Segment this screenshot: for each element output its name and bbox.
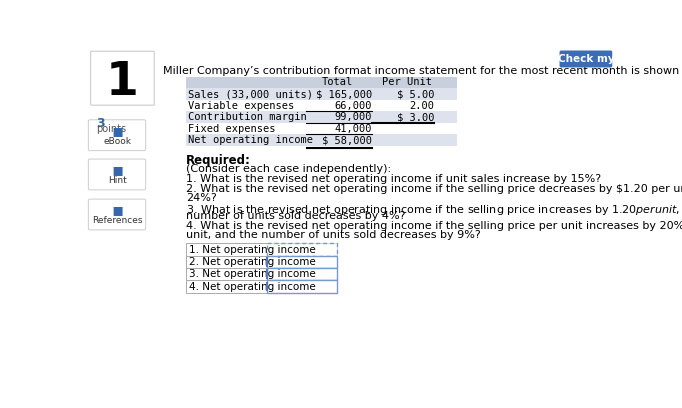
Text: Fixed expenses: Fixed expenses bbox=[188, 124, 275, 134]
FancyBboxPatch shape bbox=[91, 51, 154, 105]
Text: 1. Net operating income: 1. Net operating income bbox=[189, 244, 316, 255]
Text: 1: 1 bbox=[106, 60, 139, 105]
Text: Check my: Check my bbox=[558, 54, 614, 64]
Bar bbox=[267, 256, 337, 268]
FancyBboxPatch shape bbox=[559, 51, 612, 67]
FancyBboxPatch shape bbox=[89, 120, 146, 151]
Text: ▪: ▪ bbox=[111, 122, 123, 140]
Bar bbox=[186, 244, 337, 256]
Bar bbox=[267, 268, 337, 280]
Text: 2. Net operating income: 2. Net operating income bbox=[189, 257, 316, 267]
Text: 99,000: 99,000 bbox=[334, 112, 372, 122]
Text: 41,000: 41,000 bbox=[334, 124, 372, 134]
Text: 1. What is the revised net operating income if unit sales increase by 15%?: 1. What is the revised net operating inc… bbox=[186, 175, 601, 184]
Text: 3. Net operating income: 3. Net operating income bbox=[189, 269, 316, 279]
Bar bbox=[186, 111, 457, 123]
Text: ▪: ▪ bbox=[111, 201, 123, 219]
Text: 66,000: 66,000 bbox=[334, 100, 372, 111]
Text: 3. What is the revised net operating income if the selling price increases by $1: 3. What is the revised net operating inc… bbox=[186, 203, 682, 217]
Text: Net operating income: Net operating income bbox=[188, 135, 312, 145]
Text: 4. Net operating income: 4. Net operating income bbox=[189, 282, 316, 291]
Text: 2. What is the revised net operating income if the selling price decreases by $1: 2. What is the revised net operating inc… bbox=[186, 184, 682, 194]
Bar bbox=[186, 77, 457, 88]
Text: $ 3.00: $ 3.00 bbox=[396, 112, 434, 122]
Text: Contribution margin: Contribution margin bbox=[188, 112, 306, 122]
Text: Sales (33,000 units): Sales (33,000 units) bbox=[188, 89, 312, 99]
Text: points: points bbox=[96, 124, 126, 134]
Bar bbox=[186, 256, 337, 268]
Text: (Consider each case independently):: (Consider each case independently): bbox=[186, 164, 391, 174]
Text: Required:: Required: bbox=[186, 154, 251, 167]
Bar bbox=[267, 244, 337, 256]
FancyBboxPatch shape bbox=[89, 159, 146, 190]
Text: ▪: ▪ bbox=[111, 161, 123, 179]
Bar bbox=[186, 268, 337, 280]
Bar bbox=[186, 88, 457, 100]
Bar bbox=[186, 134, 457, 146]
Text: $ 5.00: $ 5.00 bbox=[396, 89, 434, 99]
Text: 24%?: 24%? bbox=[186, 193, 217, 203]
Bar bbox=[186, 280, 337, 293]
Text: number of units sold decreases by 4%?: number of units sold decreases by 4%? bbox=[186, 211, 406, 222]
Text: $ 58,000: $ 58,000 bbox=[322, 135, 372, 145]
Text: Variable expenses: Variable expenses bbox=[188, 100, 294, 111]
Text: Hint: Hint bbox=[108, 176, 126, 185]
Text: Per Unit: Per Unit bbox=[382, 78, 432, 87]
FancyBboxPatch shape bbox=[89, 199, 146, 230]
Text: 3: 3 bbox=[96, 117, 105, 130]
Text: References: References bbox=[92, 216, 143, 225]
Text: eBook: eBook bbox=[103, 137, 131, 146]
Text: Total: Total bbox=[321, 78, 353, 87]
Text: $ 165,000: $ 165,000 bbox=[316, 89, 372, 99]
Bar bbox=[267, 280, 337, 293]
Text: unit, and the number of units sold decreases by 9%?: unit, and the number of units sold decre… bbox=[186, 230, 481, 240]
Text: 2.00: 2.00 bbox=[409, 100, 434, 111]
Text: 4. What is the revised net operating income if the selling price per unit increa: 4. What is the revised net operating inc… bbox=[186, 221, 682, 231]
Text: Miller Company’s contribution format income statement for the most recent month : Miller Company’s contribution format inc… bbox=[163, 66, 682, 76]
